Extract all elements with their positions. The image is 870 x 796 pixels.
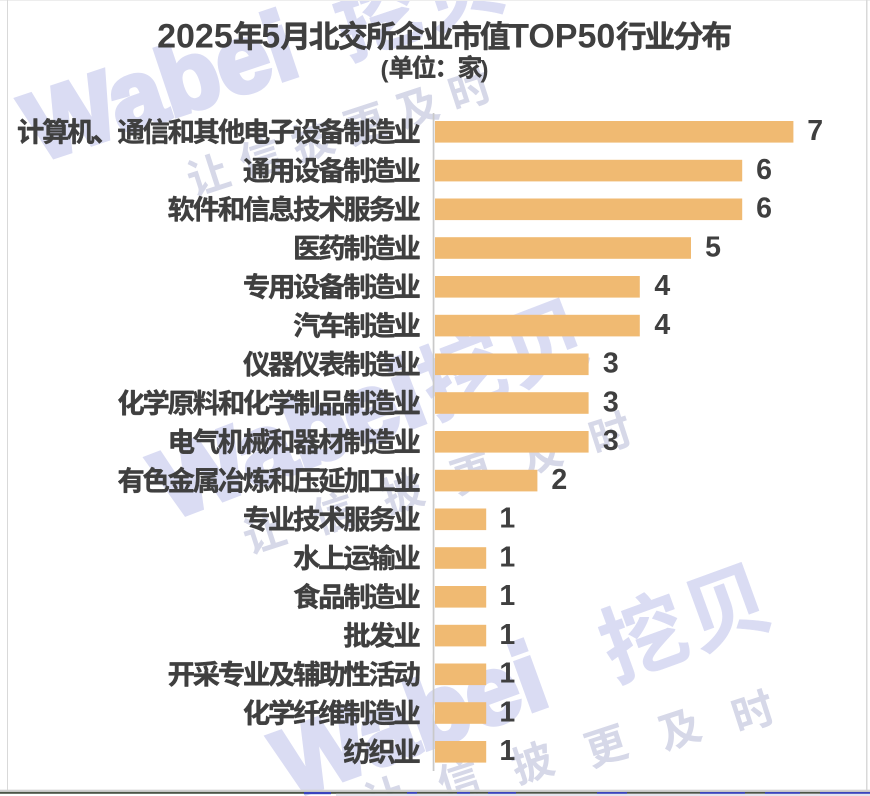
svg-text:7: 7 — [807, 115, 823, 147]
svg-text:3: 3 — [603, 425, 619, 457]
svg-text:1: 1 — [499, 619, 515, 651]
svg-text:1: 1 — [499, 503, 515, 535]
svg-text:(: ( — [381, 57, 389, 84]
svg-text:6: 6 — [756, 154, 772, 186]
svg-text:1: 1 — [499, 735, 515, 767]
svg-text:6: 6 — [756, 193, 772, 225]
svg-text:1: 1 — [499, 658, 515, 690]
svg-text:5: 5 — [705, 231, 721, 263]
svg-text:5: 5 — [261, 17, 280, 55]
svg-text:3: 3 — [603, 348, 619, 380]
svg-text:2025: 2025 — [157, 17, 233, 55]
svg-text:TOP50: TOP50 — [508, 17, 615, 55]
svg-text:2: 2 — [551, 464, 567, 496]
svg-text:1: 1 — [499, 541, 515, 573]
svg-text:): ) — [481, 57, 489, 84]
svg-text:4: 4 — [654, 270, 670, 302]
svg-text:4: 4 — [654, 309, 670, 341]
svg-text:1: 1 — [499, 696, 515, 728]
svg-text:3: 3 — [603, 386, 619, 418]
svg-text:1: 1 — [499, 580, 515, 612]
